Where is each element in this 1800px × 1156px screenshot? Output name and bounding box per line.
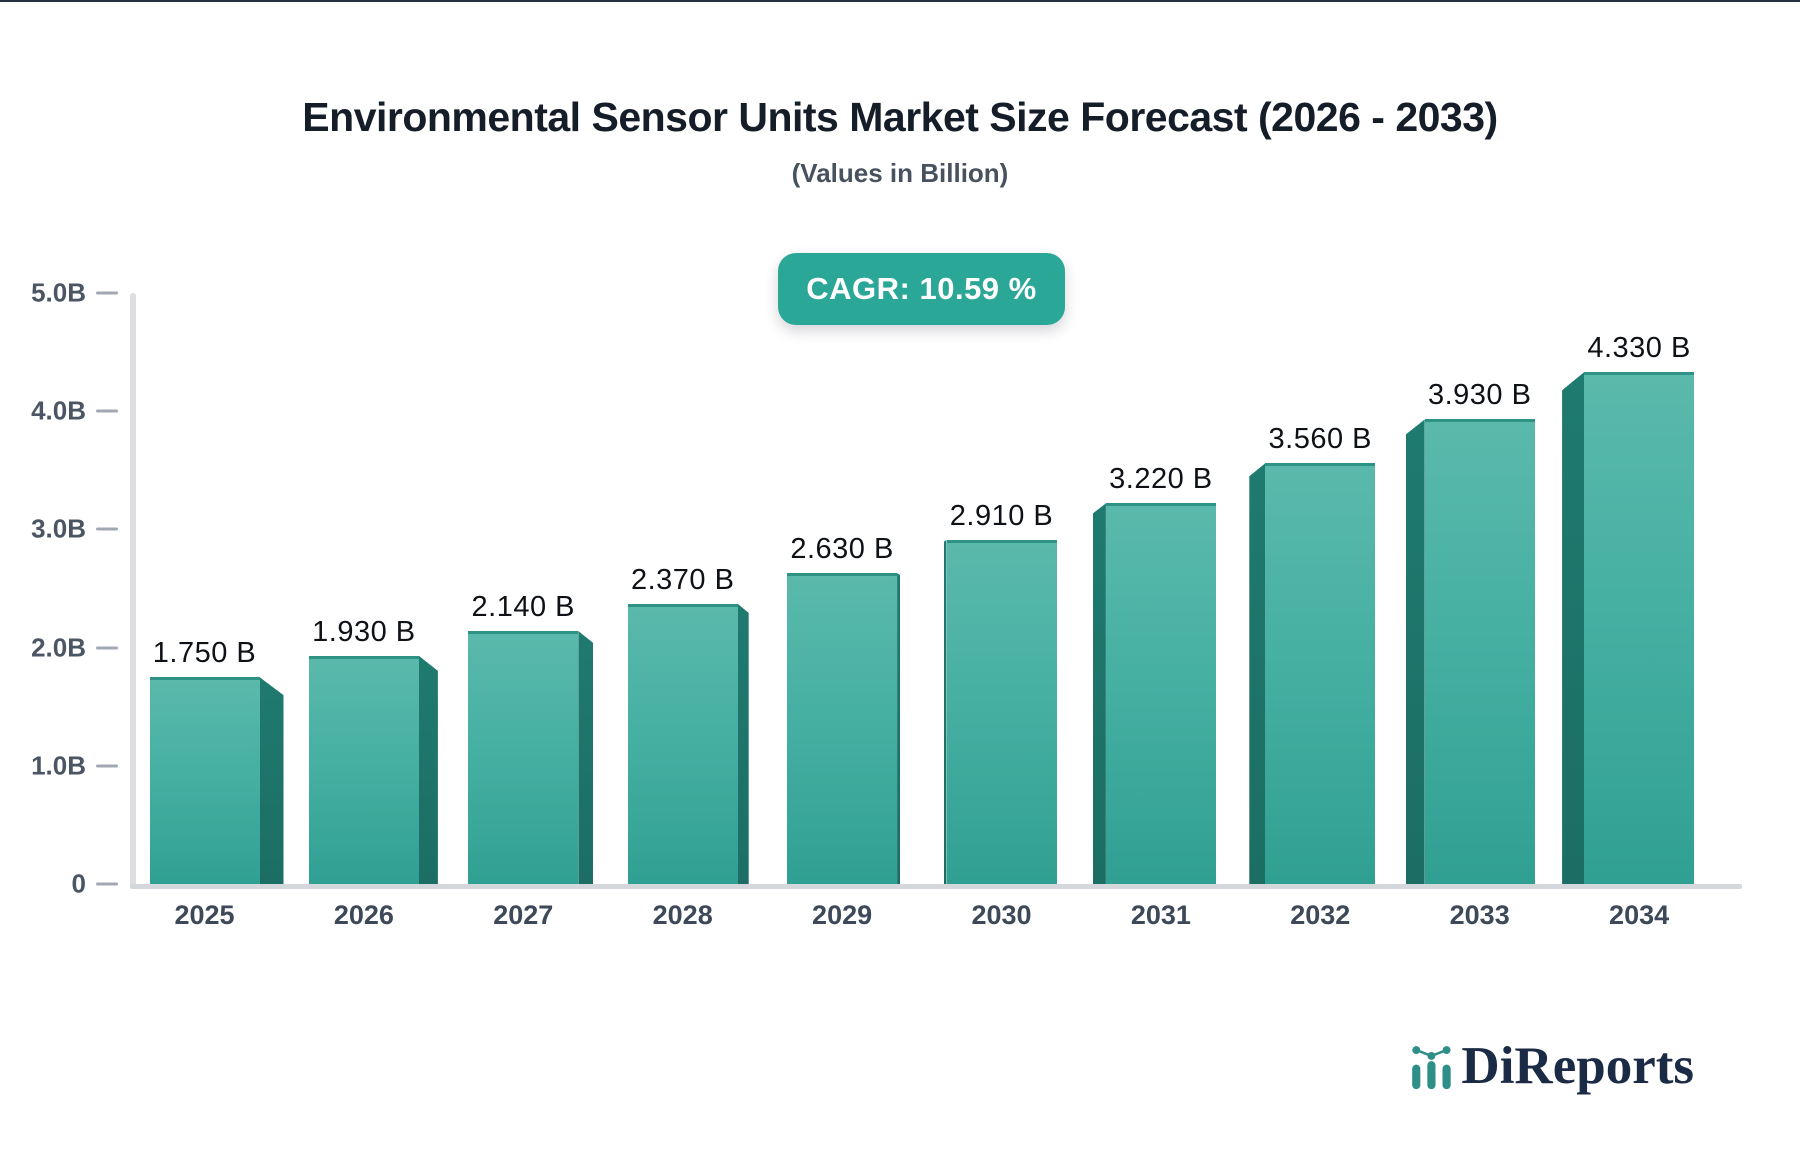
bar — [149, 677, 260, 884]
bar — [787, 573, 898, 884]
x-axis-label: 2028 — [652, 900, 713, 930]
bar-value-label: 3.560 B — [1268, 423, 1373, 456]
bar-side-face — [578, 631, 594, 884]
bar-value-label: 2.630 B — [790, 533, 894, 566]
bar — [1584, 372, 1695, 884]
y-tick-label: 0 — [71, 868, 86, 899]
bar-side-face — [259, 677, 284, 884]
bar-side-face — [897, 573, 901, 884]
y-tick-label: 2.0B — [31, 632, 86, 663]
y-tick-mark — [96, 527, 118, 531]
x-axis-label: 2030 — [971, 900, 1032, 930]
bar-value-label: 3.930 B — [1427, 379, 1532, 412]
cagr-badge-label: CAGR: 10.59 % — [806, 271, 1037, 306]
bar-value-label: 1.750 B — [152, 637, 257, 670]
bar — [468, 631, 579, 884]
bar-value-label: 4.330 B — [1587, 332, 1691, 365]
bar-chart-icon — [1412, 1045, 1452, 1089]
y-tick-label: 5.0B — [31, 277, 86, 308]
y-tick-mark — [96, 646, 118, 650]
bar-side-face — [943, 540, 947, 884]
window-top-border — [0, 0, 1800, 2]
bar — [308, 655, 419, 884]
bar-side-face — [1562, 372, 1585, 884]
y-tick-mark — [96, 764, 118, 768]
x-axis-label: 2031 — [1130, 900, 1191, 930]
bar — [1424, 419, 1535, 884]
x-axis-label: 2032 — [1290, 900, 1351, 930]
y-tick-mark — [96, 409, 118, 413]
logo-wordmark: DiReports — [1461, 1037, 1694, 1095]
bar-value-label: 2.140 B — [471, 591, 576, 624]
bar — [1265, 463, 1376, 884]
y-tick-label: 3.0B — [31, 513, 86, 544]
direports-logo: DiReports — [1411, 1040, 1694, 1093]
bar — [1105, 503, 1216, 884]
x-axis-label: 2029 — [812, 900, 873, 930]
x-axis-label: 2034 — [1609, 900, 1670, 930]
x-axis-label: 2026 — [333, 900, 394, 930]
bar — [627, 603, 738, 884]
y-tick-label: 1.0B — [31, 750, 86, 781]
bar-value-label: 1.930 B — [312, 615, 416, 648]
y-tick-mark — [96, 291, 118, 295]
cagr-badge: CAGR: 10.59 % — [778, 253, 1065, 325]
x-axis-label: 2027 — [493, 900, 554, 930]
chart-subtitle: (Values in Billion) — [791, 158, 1009, 188]
chart-title: Environmental Sensor Units Market Size F… — [302, 94, 1498, 140]
x-axis-label: 2025 — [174, 900, 235, 930]
bar-side-face — [1249, 463, 1266, 884]
bar-side-face — [1092, 503, 1106, 884]
y-tick-mark — [96, 882, 118, 886]
bar-side-face — [737, 603, 749, 884]
bar-side-face — [418, 655, 438, 884]
bar-value-label: 3.220 B — [1109, 463, 1213, 496]
x-axis-label: 2033 — [1449, 900, 1510, 930]
bar-value-label: 2.370 B — [630, 563, 735, 596]
y-axis-line — [130, 293, 136, 889]
bar-side-face — [1405, 419, 1425, 884]
bar — [946, 540, 1057, 884]
y-tick-label: 4.0B — [31, 395, 86, 426]
bar-value-label: 2.910 B — [949, 500, 1054, 533]
x-axis-baseline — [130, 884, 1742, 889]
